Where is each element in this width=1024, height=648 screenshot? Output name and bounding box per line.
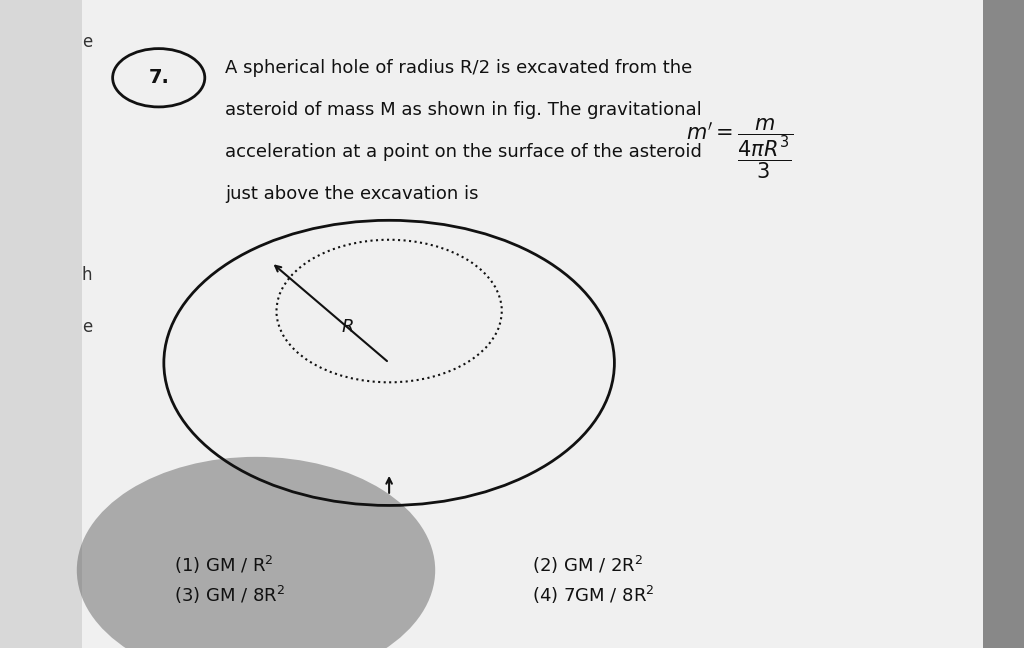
Text: h: h <box>82 266 92 284</box>
Text: e: e <box>82 318 92 336</box>
Text: 7.: 7. <box>148 68 169 87</box>
Text: R: R <box>342 318 354 336</box>
Ellipse shape <box>77 457 435 648</box>
Text: e: e <box>82 33 92 51</box>
Text: (4) 7GM / 8R$^2$: (4) 7GM / 8R$^2$ <box>532 584 655 606</box>
Text: just above the excavation is: just above the excavation is <box>225 185 479 203</box>
Text: (2) GM / 2R$^2$: (2) GM / 2R$^2$ <box>532 554 643 576</box>
Text: $m' = \dfrac{m}{\dfrac{4\pi R^3}{3}}$: $m' = \dfrac{m}{\dfrac{4\pi R^3}{3}}$ <box>686 117 794 181</box>
Text: (1) GM / R$^2$: (1) GM / R$^2$ <box>174 554 273 576</box>
Text: acceleration at a point on the surface of the asteroid: acceleration at a point on the surface o… <box>225 143 702 161</box>
Text: (3) GM / 8R$^2$: (3) GM / 8R$^2$ <box>174 584 285 606</box>
Text: asteroid of mass M as shown in fig. The gravitational: asteroid of mass M as shown in fig. The … <box>225 101 702 119</box>
FancyBboxPatch shape <box>983 0 1024 648</box>
FancyBboxPatch shape <box>82 0 983 648</box>
Text: A spherical hole of radius R/2 is excavated from the: A spherical hole of radius R/2 is excava… <box>225 59 692 77</box>
